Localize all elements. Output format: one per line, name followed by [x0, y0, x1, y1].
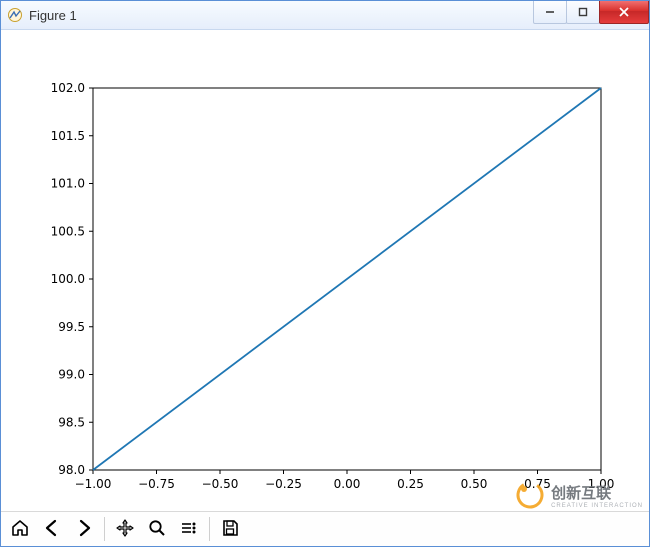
svg-text:100.5: 100.5	[51, 224, 85, 238]
forward-button[interactable]	[69, 514, 99, 544]
svg-text:98.5: 98.5	[58, 415, 85, 429]
svg-text:98.0: 98.0	[58, 463, 85, 477]
figure-window: Figure 1 −1.00 −0.75 −0.50 −0.25 0.00 0.25 0.5…	[0, 0, 650, 547]
window-title: Figure 1	[29, 8, 77, 23]
svg-text:0.75: 0.75	[524, 477, 551, 491]
svg-text:99.5: 99.5	[58, 320, 85, 334]
svg-text:99.0: 99.0	[58, 368, 85, 382]
window-controls	[534, 1, 649, 23]
close-button[interactable]	[599, 1, 649, 24]
subplots-icon	[179, 518, 199, 541]
back-button[interactable]	[37, 514, 67, 544]
subplots-button[interactable]	[174, 514, 204, 544]
forward-icon	[74, 518, 94, 541]
svg-text:0.00: 0.00	[334, 477, 361, 491]
matplotlib-toolbar	[1, 511, 649, 546]
maximize-button[interactable]	[566, 1, 600, 24]
chart-plot: −1.00 −0.75 −0.50 −0.25 0.00 0.25 0.50 0.75 1.00…	[1, 30, 649, 511]
back-icon	[42, 518, 62, 541]
pan-button[interactable]	[110, 514, 140, 544]
minimize-button[interactable]	[533, 1, 567, 24]
svg-text:−0.75: −0.75	[138, 477, 175, 491]
svg-text:0.50: 0.50	[461, 477, 488, 491]
pan-icon	[115, 518, 135, 541]
home-icon	[10, 518, 30, 541]
home-button[interactable]	[5, 514, 35, 544]
svg-text:−0.50: −0.50	[202, 477, 239, 491]
app-icon	[7, 7, 23, 23]
save-icon	[220, 518, 240, 541]
svg-text:−1.00: −1.00	[75, 477, 112, 491]
svg-text:−0.25: −0.25	[265, 477, 302, 491]
zoom-icon	[147, 518, 167, 541]
toolbar-separator	[104, 517, 105, 541]
svg-text:102.0: 102.0	[51, 81, 85, 95]
toolbar-separator	[209, 517, 210, 541]
zoom-button[interactable]	[142, 514, 172, 544]
svg-text:100.0: 100.0	[51, 272, 85, 286]
save-button[interactable]	[215, 514, 245, 544]
svg-text:101.0: 101.0	[51, 177, 85, 191]
figure-canvas[interactable]: −1.00 −0.75 −0.50 −0.25 0.00 0.25 0.50 0.75 1.00…	[1, 30, 649, 511]
svg-text:101.5: 101.5	[51, 129, 85, 143]
svg-text:1.00: 1.00	[588, 477, 615, 491]
svg-text:0.25: 0.25	[397, 477, 424, 491]
title-bar: Figure 1	[1, 1, 649, 30]
